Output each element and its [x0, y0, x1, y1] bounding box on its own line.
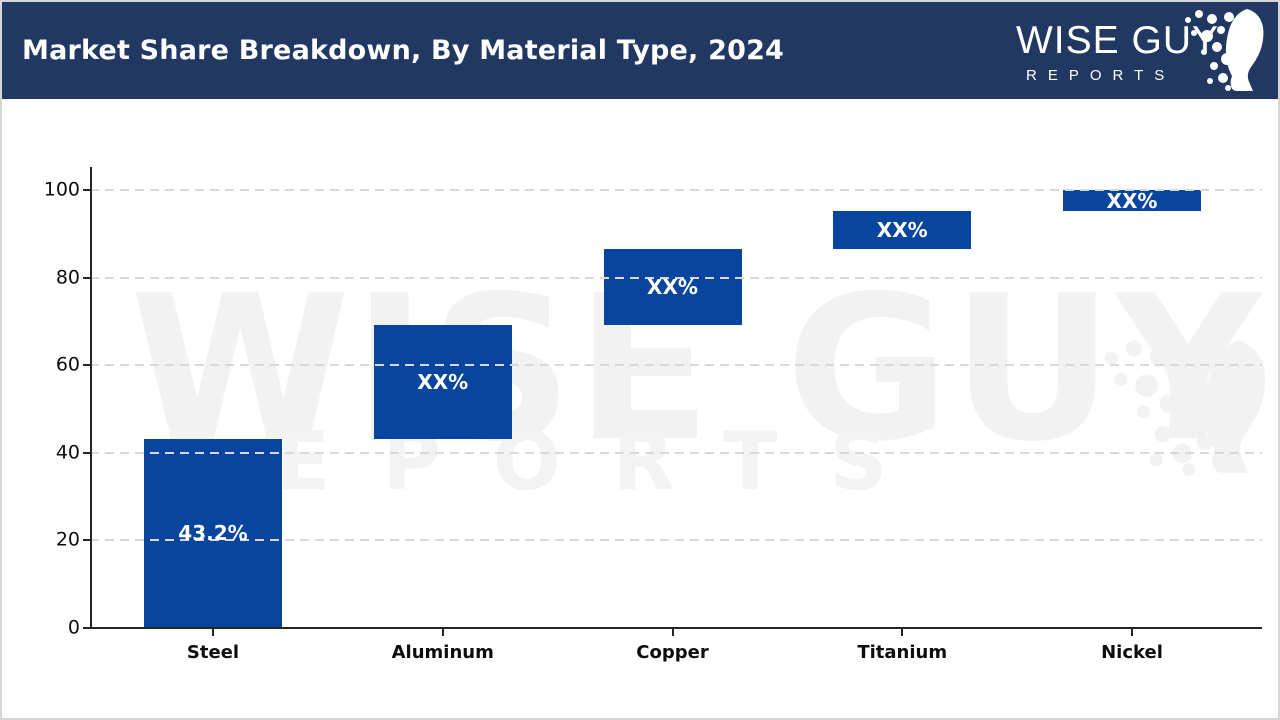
x-tick-mark	[901, 629, 904, 636]
y-axis-line	[90, 167, 92, 629]
chart-title: Market Share Breakdown, By Material Type…	[22, 35, 785, 66]
y-tick-mark	[83, 364, 90, 367]
x-tick-mark	[212, 629, 214, 636]
x-tick-mark	[1131, 629, 1133, 636]
y-tick-label: 40	[55, 441, 80, 464]
gridline-60	[90, 364, 1262, 367]
logo-text-line2: REPORTS	[1026, 67, 1175, 84]
y-tick-mark	[83, 276, 90, 279]
wiseguy-logo-graphic: WISE GUY REPORTS	[1016, 8, 1264, 91]
bar-value-label: XX%	[647, 275, 698, 300]
bar-value-label: 43.2%	[178, 521, 248, 546]
x-tick-mark	[671, 629, 674, 636]
bar-value-label: XX%	[876, 218, 928, 243]
y-tick-mark	[83, 627, 90, 629]
logo-head-dots-icon	[1185, 9, 1242, 91]
x-category-label: Steel	[186, 642, 240, 663]
x-category-label: Titanium	[857, 642, 948, 663]
y-tick-mark	[83, 451, 90, 454]
y-tick-label: 80	[55, 266, 80, 289]
logo-text-line1: WISE GUY	[1016, 19, 1219, 62]
y-tick-label: 60	[55, 353, 80, 376]
bar-titanium	[833, 211, 972, 250]
bar-copper	[603, 249, 742, 325]
header-bar: Market Share Breakdown, By Material Type…	[2, 2, 1278, 99]
y-tick-label: 0	[67, 616, 80, 639]
y-tick-label: 100	[43, 178, 80, 201]
y-tick-label: 20	[55, 528, 80, 551]
bar-value-label: XX%	[417, 369, 469, 394]
x-axis-line	[90, 627, 1262, 629]
logo-face-icon	[1225, 8, 1264, 91]
wiseguy-logo: WISE GUY REPORTS	[1016, 6, 1264, 96]
x-category-label: Aluminum	[391, 642, 494, 663]
y-tick-mark	[83, 539, 90, 542]
gridline-100	[90, 189, 1262, 191]
bar-value-label: XX%	[1106, 188, 1158, 213]
gridline-20	[90, 539, 1262, 542]
x-category-label: Copper	[636, 642, 709, 663]
gridline-80	[90, 276, 1262, 279]
bar-steel	[144, 438, 282, 628]
y-tick-mark	[83, 189, 90, 191]
gridline-40	[90, 451, 1262, 454]
x-category-label: Nickel	[1101, 642, 1163, 663]
bar-nickel	[1063, 190, 1201, 212]
bar-aluminum	[373, 324, 512, 439]
x-tick-mark	[441, 629, 444, 636]
